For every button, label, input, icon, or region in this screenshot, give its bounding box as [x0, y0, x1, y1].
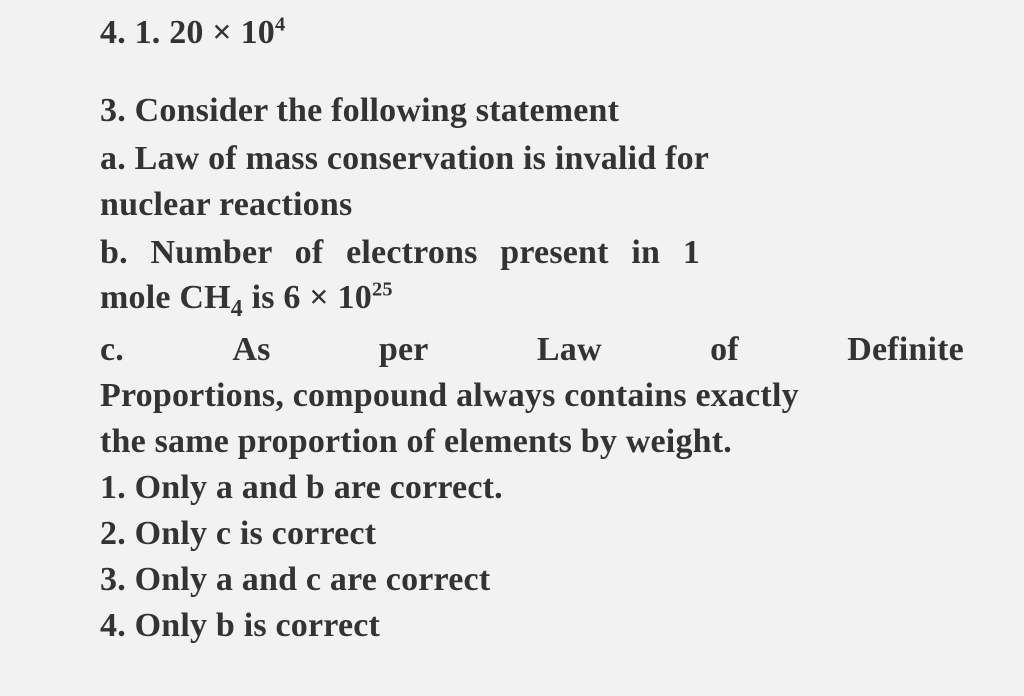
option-2: 2. Only c is correct	[60, 511, 964, 557]
option-3: 3. Only a and c are correct	[60, 557, 964, 603]
statement-c: c. As per Law of Definite Proportions, c…	[60, 327, 964, 465]
statement-b-exp: 25	[372, 279, 393, 301]
statement-a-label: a.	[100, 140, 126, 177]
statement-b-rest1: Number of electrons present in 1	[151, 234, 701, 271]
statement-b: b. Number of electrons present in 1 mole…	[60, 230, 964, 326]
statement-c-label: c.	[100, 327, 124, 373]
statement-c-w5: Definite	[847, 327, 964, 373]
statement-c-line3: the same proportion of elements by weigh…	[60, 419, 964, 465]
statement-b-label: b.	[100, 234, 128, 271]
prev-option-4: 4. 1. 20 × 104	[60, 10, 964, 56]
statement-c-line2: Proportions, compound always contains ex…	[60, 373, 964, 419]
statement-a-line1: a. Law of mass conservation is invalid f…	[60, 136, 964, 182]
question-line: 3. Consider the following statement	[60, 88, 964, 134]
statement-b-line1: b. Number of electrons present in 1	[60, 230, 964, 276]
statement-a-line2: nuclear reactions	[60, 182, 964, 228]
statement-c-w4: of	[710, 327, 739, 373]
statement-c-w2: per	[379, 327, 429, 373]
question-number: 3.	[100, 92, 126, 129]
prev-option-text: 1. 20 × 10	[135, 14, 275, 51]
prev-option-exp: 4	[275, 14, 285, 36]
statement-c-line1: c. As per Law of Definite	[60, 327, 964, 373]
option-4: 4. Only b is correct	[60, 603, 964, 649]
statement-a-rest1: Law of mass conservation is invalid for	[135, 140, 709, 177]
option-1: 1. Only a and b are correct.	[60, 465, 964, 511]
statement-b-sub: 4	[231, 296, 243, 322]
statement-a: a. Law of mass conservation is invalid f…	[60, 136, 964, 228]
document-page: 4. 1. 20 × 104 3. Consider the following…	[0, 0, 1024, 696]
statement-b-line2: mole CH4 is 6 × 1025	[60, 275, 964, 325]
question-prompt: Consider the following statement	[135, 92, 620, 129]
statement-b-mid: is 6 × 10	[243, 279, 372, 316]
prev-option-number: 4.	[100, 14, 126, 51]
statement-c-w3: Law	[537, 327, 602, 373]
statement-c-w1: As	[232, 327, 270, 373]
statement-b-pre: mole CH	[100, 279, 231, 316]
